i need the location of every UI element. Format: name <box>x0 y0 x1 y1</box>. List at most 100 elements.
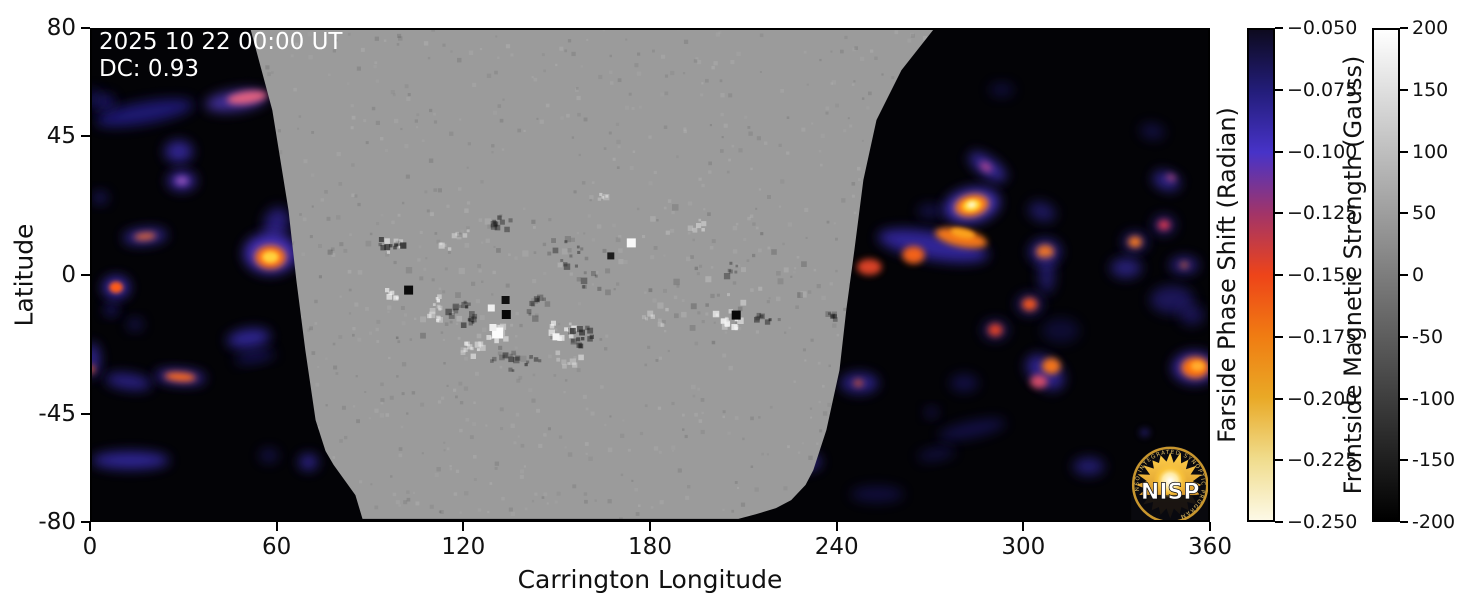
magnetogram-spot <box>607 252 615 260</box>
farside-blob <box>950 374 979 392</box>
magnetogram-spot <box>501 310 511 319</box>
farside-blob <box>1042 358 1061 375</box>
x-tick-label: 120 <box>441 534 486 560</box>
magnetogram-spot <box>731 310 741 320</box>
farside-blob <box>1022 298 1038 311</box>
farside-blob <box>95 99 194 127</box>
x-tick-label: 180 <box>628 534 672 560</box>
colorbar-tick-mark <box>1275 459 1283 462</box>
farside-blob <box>877 228 989 263</box>
colorbar-tick-label: −0.125 <box>1287 202 1358 225</box>
farside-blob <box>979 161 993 173</box>
farside-blob <box>989 83 1014 97</box>
frontside-colorbar-label: Frontside Magnetic Strength (Gauss) <box>1339 55 1367 495</box>
farside-blob <box>92 191 108 204</box>
colorbar-tick-mark <box>1400 521 1408 523</box>
colorbar-tick-label: −0.250 <box>1287 511 1358 533</box>
colorbar-tick-label: 200 <box>1412 17 1449 39</box>
magnetogram-spot <box>489 324 497 331</box>
colorbar-tick-label: -50 <box>1412 325 1444 348</box>
x-tick-mark <box>649 522 651 531</box>
farside-blob <box>950 228 975 239</box>
annotation-duty-cycle: DC: 0.93 <box>99 56 200 82</box>
colorbar-tick-mark <box>1275 274 1283 276</box>
farside-colorbar <box>1247 28 1275 522</box>
colorbar-tick-label: 150 <box>1412 78 1449 101</box>
x-tick-mark <box>275 522 278 531</box>
colorbar-tick-mark <box>1400 459 1408 462</box>
annotation-datetime: 2025 10 22 00:00 UT <box>99 29 343 55</box>
magnetogram-spot <box>404 285 414 295</box>
farside-blob <box>127 318 143 331</box>
farside-blob <box>850 486 904 503</box>
farside-blob <box>1158 220 1170 230</box>
farside-blob <box>935 227 987 249</box>
farside-blob <box>1038 256 1055 294</box>
farside-blob <box>1166 174 1176 182</box>
colorbar-tick-label: −0.175 <box>1287 325 1358 348</box>
colorbar-tick-label: −0.075 <box>1287 78 1358 101</box>
x-tick-label: 360 <box>1188 534 1232 560</box>
plot-annotation: 2025 10 22 00:00 UT DC: 0.93 <box>99 29 342 83</box>
x-tick-label: 60 <box>262 534 292 560</box>
x-tick-mark <box>835 522 838 531</box>
x-tick-label: 0 <box>82 534 98 560</box>
colorbar-tick-mark <box>1275 521 1283 523</box>
farside-blob <box>109 281 123 293</box>
colorbar-tick-label: −0.150 <box>1287 264 1358 286</box>
farside-blob <box>96 94 115 110</box>
colorbar-tick-label: 100 <box>1412 140 1449 163</box>
colorbar-tick-mark <box>1275 212 1283 215</box>
farside-blob <box>299 454 318 470</box>
magnetogram-spot <box>501 296 510 304</box>
x-axis-label: Carrington Longitude <box>517 565 783 594</box>
x-tick-mark <box>89 522 91 531</box>
colorbar-tick-mark <box>1400 335 1408 338</box>
farside-colorbar-label: Farside Phase Shift (Radian) <box>1213 107 1241 443</box>
colorbar-tick-mark <box>1275 88 1283 91</box>
farside-blob <box>90 88 101 110</box>
colorbar-tick-label: −0.100 <box>1287 140 1358 163</box>
farside-blob <box>917 204 943 218</box>
magnetogram-spot <box>492 327 504 339</box>
farside-blob <box>227 328 271 348</box>
farside-blob <box>1180 262 1189 269</box>
farside-blob <box>988 323 1003 337</box>
farside-blob <box>1028 201 1056 222</box>
farside-blob <box>1030 374 1048 389</box>
colorbar-tick-mark <box>1400 88 1408 91</box>
farside-blob <box>164 140 193 163</box>
colorbar-tick-mark <box>1400 212 1408 215</box>
farside-blob <box>1140 123 1165 140</box>
y-tick-mark <box>81 27 90 29</box>
y-tick-label: 45 <box>46 123 76 150</box>
farside-blob <box>262 251 279 263</box>
farside-blob <box>134 232 156 241</box>
colorbar-tick-label: 50 <box>1412 202 1437 225</box>
colorbar-tick-label: -200 <box>1412 511 1456 533</box>
farside-blob <box>938 418 1006 440</box>
colorbar-tick-label: −0.225 <box>1287 449 1358 472</box>
x-tick-mark <box>1209 522 1211 531</box>
magnetogram-spot <box>552 333 560 341</box>
y-axis-label: Latitude <box>9 223 39 327</box>
farside-blob <box>967 201 977 209</box>
farside-blob <box>1128 236 1142 248</box>
y-tick-label: 80 <box>46 15 76 41</box>
colorbar-tick-mark <box>1275 150 1283 153</box>
magnetogram-spot <box>487 304 495 312</box>
x-tick-label: 300 <box>1001 534 1046 560</box>
farside-blob <box>259 448 279 463</box>
frontside-colorbar <box>1372 28 1400 522</box>
colorbar-tick-mark <box>1275 27 1283 29</box>
farside-blobs <box>90 83 1210 503</box>
farside-blob <box>164 372 196 382</box>
farside-blob <box>1179 305 1205 325</box>
colorbar-tick-label: 0 <box>1412 264 1425 286</box>
y-tick-mark <box>81 521 90 523</box>
y-tick-mark <box>81 135 90 138</box>
colorbar-tick-label: −0.050 <box>1287 17 1358 39</box>
farside-blob <box>175 176 188 185</box>
